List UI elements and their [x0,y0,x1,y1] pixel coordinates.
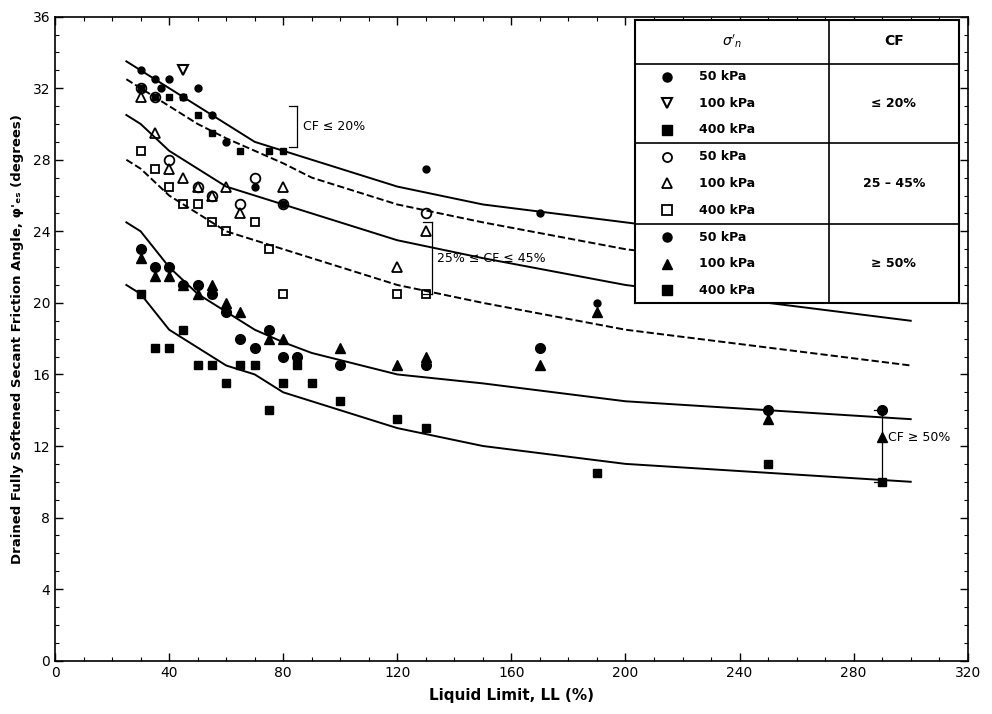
Text: CF ≤ 20%: CF ≤ 20% [304,120,365,133]
Y-axis label: Drained Fully Softened Secant Friction Angle, φ'ₑₛ (degrees): Drained Fully Softened Secant Friction A… [11,114,24,563]
Text: 25% ≤ CF ≤ 45%: 25% ≤ CF ≤ 45% [437,251,546,265]
X-axis label: Liquid Limit, LL (%): Liquid Limit, LL (%) [429,688,594,703]
Text: CF ≥ 50%: CF ≥ 50% [888,431,950,443]
